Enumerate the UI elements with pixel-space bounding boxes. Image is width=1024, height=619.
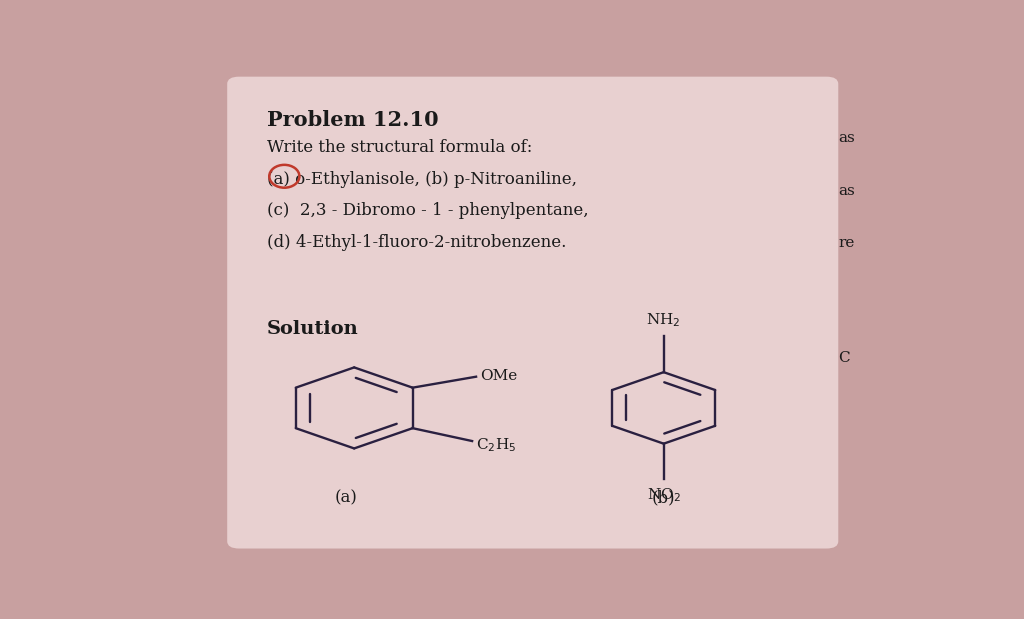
Text: (a) o-Ethylanisole, (b) p-Nitroaniline,: (a) o-Ethylanisole, (b) p-Nitroaniline,	[267, 171, 577, 188]
Text: Solution: Solution	[267, 320, 358, 338]
Text: Write the structural formula of:: Write the structural formula of:	[267, 139, 532, 155]
Text: as: as	[839, 184, 855, 198]
Text: as: as	[839, 131, 855, 145]
Text: NO$_2$: NO$_2$	[647, 487, 681, 504]
Text: (d) 4-Ethyl-1-fluoro-2-nitrobenzene.: (d) 4-Ethyl-1-fluoro-2-nitrobenzene.	[267, 235, 566, 251]
Text: OMe: OMe	[480, 369, 517, 383]
Text: C$_2$H$_5$: C$_2$H$_5$	[476, 436, 516, 454]
Text: C: C	[839, 351, 850, 365]
Text: re: re	[839, 236, 855, 250]
Text: (c)  2,3 - Dibromo - 1 - phenylpentane,: (c) 2,3 - Dibromo - 1 - phenylpentane,	[267, 202, 589, 220]
Text: (b): (b)	[652, 489, 676, 506]
Text: Problem 12.10: Problem 12.10	[267, 110, 438, 130]
Text: NH$_2$: NH$_2$	[646, 311, 681, 329]
Text: (a): (a)	[335, 489, 357, 506]
FancyBboxPatch shape	[227, 77, 839, 548]
